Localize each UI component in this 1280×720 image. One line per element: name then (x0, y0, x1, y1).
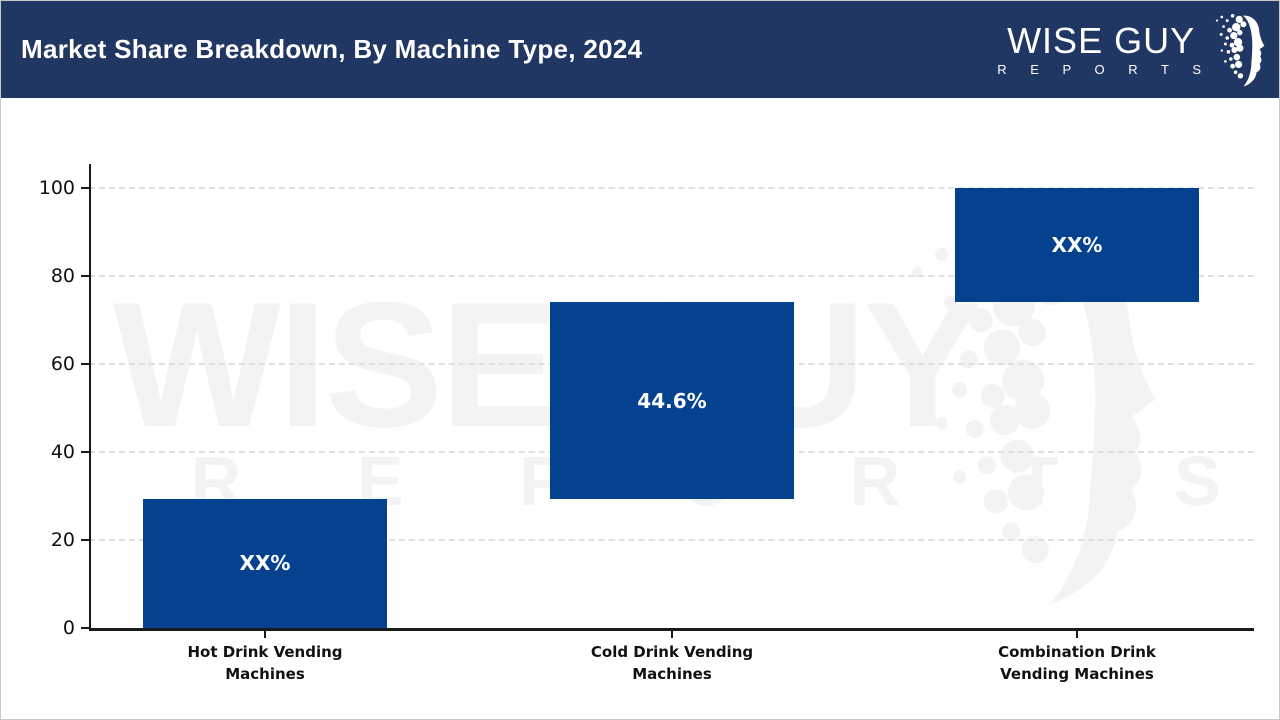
bar-segment: XX% (143, 498, 387, 628)
header-bar: Market Share Breakdown, By Machine Type,… (1, 1, 1279, 98)
logo-wordmark: WISE GUY (1007, 19, 1196, 61)
gridline (89, 539, 1254, 541)
x-axis-tick (264, 631, 266, 638)
logo-text: WISE GUY R E P O R T S (991, 19, 1211, 77)
gridline (89, 275, 1254, 277)
x-axis-tick (1076, 631, 1078, 638)
y-tick-label: 80 (50, 265, 75, 287)
x-category-label: Combination Drink Vending Machines (998, 643, 1156, 683)
y-axis-tick (81, 539, 89, 541)
bar-value-label: 44.6% (637, 388, 707, 413)
page-title: Market Share Breakdown, By Machine Type,… (21, 34, 643, 64)
bar-value-label: XX% (1051, 233, 1103, 258)
y-tick-label: 60 (50, 353, 75, 375)
bar-segment: 44.6% (550, 302, 794, 499)
y-axis-tick (81, 363, 89, 365)
y-tick-label: 40 (50, 441, 75, 463)
y-tick-label: 0 (62, 617, 75, 639)
logo-subtitle: R E P O R T S (997, 61, 1211, 77)
y-tick-label: 20 (50, 529, 75, 551)
x-axis-tick (671, 631, 673, 638)
y-axis-tick (81, 627, 89, 629)
chart-area: WISE GUY R E P O R T S 020406080100XX%44… (1, 98, 1279, 719)
x-category-label: Cold Drink Vending Machines (590, 643, 754, 683)
gridline (89, 187, 1254, 189)
y-axis-tick (81, 187, 89, 189)
wiseguy-logo: WISE GUY R E P O R T S (991, 11, 1265, 89)
x-axis-line (89, 628, 1254, 631)
y-axis-tick (81, 451, 89, 453)
bar-value-label: XX% (239, 551, 291, 576)
y-axis-tick (81, 275, 89, 277)
bar-segment: XX% (955, 188, 1199, 303)
face-profile-dots-icon (1205, 11, 1265, 89)
y-tick-label: 100 (38, 177, 75, 199)
x-category-label: Hot Drink Vending Machines (187, 643, 343, 683)
watermark-wordmark: WISE GUY (113, 265, 982, 464)
y-axis-line (89, 164, 91, 631)
